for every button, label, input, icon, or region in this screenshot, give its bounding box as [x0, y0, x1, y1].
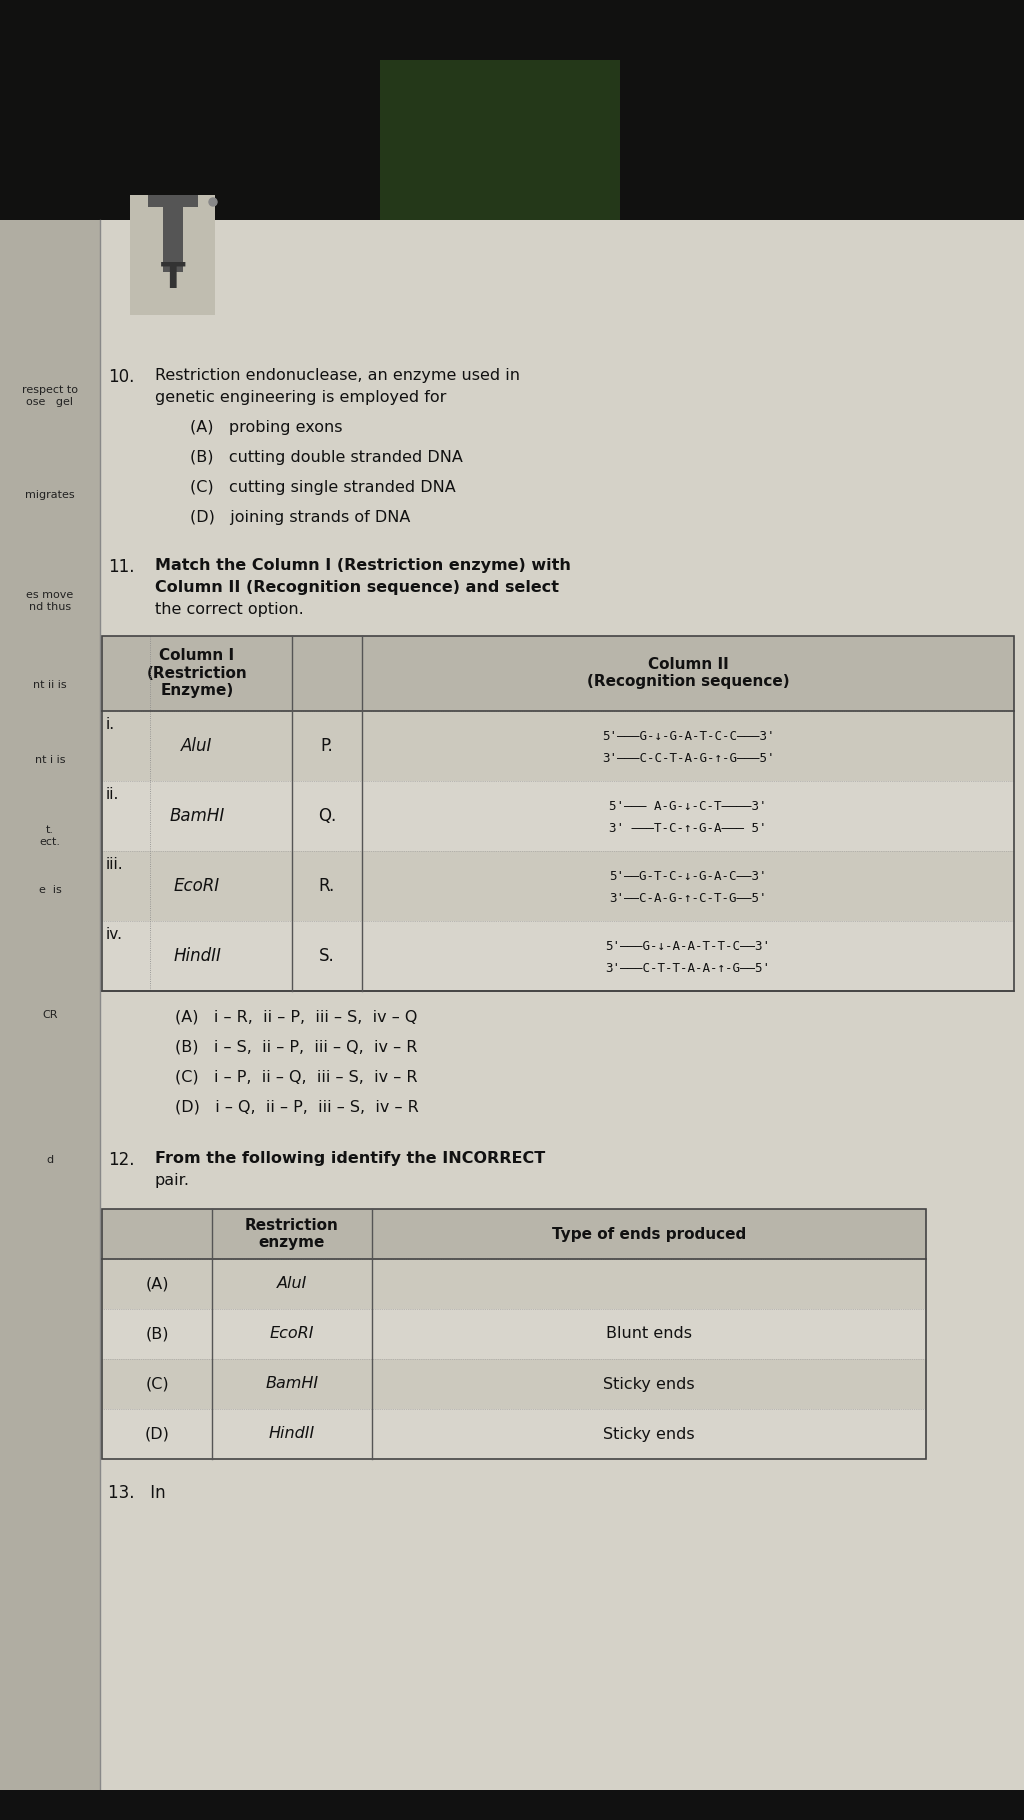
Bar	[102, 635, 1014, 992]
Text: d: d	[46, 1156, 53, 1165]
Bar	[102, 852, 1014, 921]
Text: i.: i.	[106, 717, 115, 732]
Text: Match the Column I (Restriction enzyme) with: Match the Column I (Restriction enzyme) …	[155, 559, 570, 573]
Bar	[0, 1791, 1024, 1820]
Text: ii.: ii.	[106, 786, 120, 803]
Bar	[102, 1208, 926, 1259]
Text: (C)   cutting single stranded DNA: (C) cutting single stranded DNA	[190, 480, 456, 495]
Text: (D)   joining strands of DNA: (D) joining strands of DNA	[190, 510, 411, 524]
Text: Column I
(Restriction
Enzyme): Column I (Restriction Enzyme)	[146, 648, 248, 697]
Text: Blunt ends: Blunt ends	[606, 1327, 692, 1341]
Text: es move
nd thus: es move nd thus	[27, 590, 74, 612]
Text: (D)   i – Q,  ii – P,  iii – S,  iv – R: (D) i – Q, ii – P, iii – S, iv – R	[175, 1099, 419, 1114]
Text: (A)   i – R,  ii – P,  iii – S,  iv – Q: (A) i – R, ii – P, iii – S, iv – Q	[175, 1008, 418, 1025]
Bar	[102, 781, 1014, 852]
Text: (C): (C)	[145, 1376, 169, 1392]
Text: nt i is: nt i is	[35, 755, 66, 764]
Text: iii.: iii.	[106, 857, 124, 872]
Text: Restriction endonuclease, an enzyme used in: Restriction endonuclease, an enzyme used…	[155, 368, 520, 382]
Text: (B)   cutting double stranded DNA: (B) cutting double stranded DNA	[190, 450, 463, 464]
Text: (D): (D)	[144, 1427, 169, 1441]
Text: Sticky ends: Sticky ends	[603, 1376, 695, 1392]
Text: Column II (Recognition sequence) and select: Column II (Recognition sequence) and sel…	[155, 581, 559, 595]
Text: Restriction
enzyme: Restriction enzyme	[245, 1218, 339, 1250]
Text: From the following identify the INCORRECT: From the following identify the INCORREC…	[155, 1150, 545, 1167]
Text: t.
ect.: t. ect.	[40, 824, 60, 846]
Text: 12.: 12.	[108, 1150, 134, 1168]
Text: the correct option.: the correct option.	[155, 602, 304, 617]
Text: HindII: HindII	[269, 1427, 315, 1441]
Text: BamHI: BamHI	[265, 1376, 318, 1392]
Bar	[102, 1208, 926, 1460]
Bar	[102, 1309, 926, 1360]
Text: 3' ———T-C-↑-G-A——— 5': 3' ———T-C-↑-G-A——— 5'	[609, 821, 767, 835]
Bar	[102, 1360, 926, 1409]
Text: 10.: 10.	[108, 368, 134, 386]
Bar	[0, 0, 1024, 229]
Text: pair.: pair.	[155, 1174, 190, 1188]
Text: 5'——— A-G-↓-C-T————3': 5'——— A-G-↓-C-T————3'	[609, 799, 767, 812]
Text: iv.: iv.	[106, 926, 123, 943]
Text: 5'———G-↓-A-A-T-T-C——3': 5'———G-↓-A-A-T-T-C——3'	[605, 939, 770, 952]
Text: HindII: HindII	[173, 946, 221, 965]
Text: AluI: AluI	[276, 1276, 307, 1292]
Text: CR: CR	[42, 1010, 57, 1019]
Text: e  is: e is	[39, 885, 61, 895]
Text: EcoRI: EcoRI	[269, 1327, 314, 1341]
Text: 5'———G-↓-G-A-T-C-C———3': 5'———G-↓-G-A-T-C-C———3'	[602, 730, 774, 743]
Bar	[163, 207, 183, 271]
Bar	[102, 635, 1014, 712]
Text: EcoRI: EcoRI	[174, 877, 220, 895]
Text: 3'———C-C-T-A-G-↑-G———5': 3'———C-C-T-A-G-↑-G———5'	[602, 752, 774, 764]
Text: (B): (B)	[145, 1327, 169, 1341]
Bar	[102, 921, 1014, 992]
Text: AluI: AluI	[181, 737, 213, 755]
Bar	[0, 220, 100, 1820]
Text: 3'———C-T-T-A-A-↑-G——5': 3'———C-T-T-A-A-↑-G——5'	[605, 961, 770, 974]
Text: Type of ends produced: Type of ends produced	[552, 1227, 746, 1241]
Text: Column II
(Recognition sequence): Column II (Recognition sequence)	[587, 657, 790, 690]
Text: (A): (A)	[145, 1276, 169, 1292]
Bar	[102, 1409, 926, 1460]
Text: T: T	[161, 260, 185, 295]
Text: migrates: migrates	[26, 490, 75, 501]
Text: (B)   i – S,  ii – P,  iii – Q,  iv – R: (B) i – S, ii – P, iii – Q, iv – R	[175, 1039, 418, 1054]
Bar	[102, 1259, 926, 1309]
Bar	[148, 195, 198, 207]
Text: R.: R.	[318, 877, 335, 895]
Text: nt ii is: nt ii is	[33, 681, 67, 690]
Text: (C)   i – P,  ii – Q,  iii – S,  iv – R: (C) i – P, ii – Q, iii – S, iv – R	[175, 1068, 418, 1085]
Text: 3'——C-A-G-↑-C-T-G——5': 3'——C-A-G-↑-C-T-G——5'	[609, 892, 767, 905]
Text: Q.: Q.	[317, 806, 336, 824]
Text: S.: S.	[319, 946, 335, 965]
Circle shape	[209, 198, 217, 206]
Text: 13.   In: 13. In	[108, 1483, 166, 1502]
Bar	[102, 712, 1014, 781]
Text: 5'——G-T-C-↓-G-A-C——3': 5'——G-T-C-↓-G-A-C——3'	[609, 870, 767, 883]
Text: BamHI: BamHI	[169, 806, 224, 824]
Bar	[130, 195, 215, 315]
Text: genetic engineering is employed for: genetic engineering is employed for	[155, 389, 446, 406]
Bar	[0, 220, 1024, 1820]
Text: Sticky ends: Sticky ends	[603, 1427, 695, 1441]
Text: 11.: 11.	[108, 559, 134, 575]
Text: respect to
ose   gel: respect to ose gel	[22, 386, 78, 406]
Text: (A)   probing exons: (A) probing exons	[190, 420, 342, 435]
Text: P.: P.	[321, 737, 334, 755]
Bar	[380, 60, 620, 220]
